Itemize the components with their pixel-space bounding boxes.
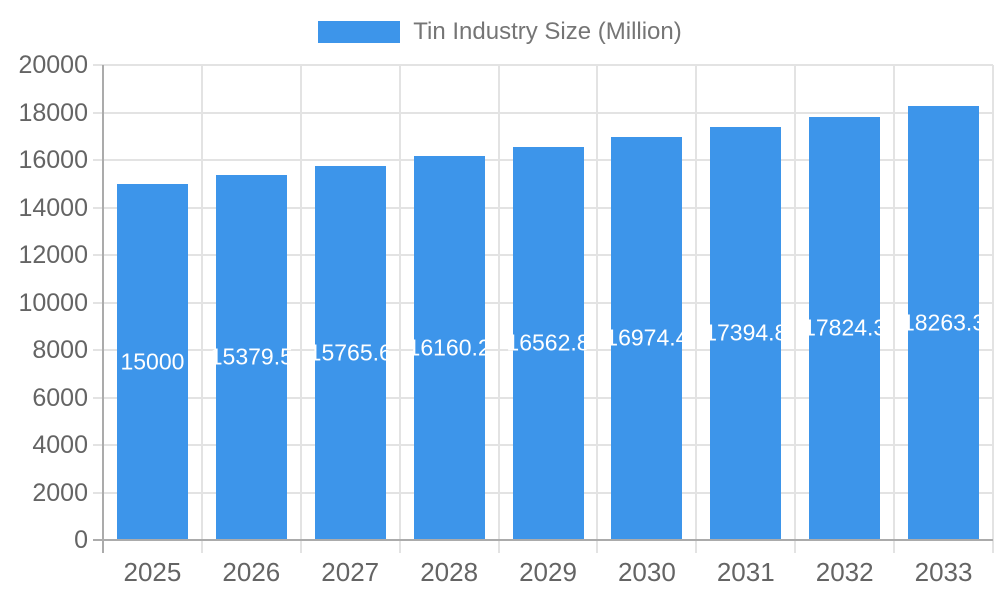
bar-value-label: 15379.5 [209, 343, 293, 370]
bar-2033: 18263.3 [902, 106, 985, 540]
bar-2026: 15379.5 [210, 174, 293, 540]
x-axis-category-label: 2032 [815, 557, 874, 587]
bar-value-label: 15000 [120, 348, 185, 375]
bar-2029: 16562.8 [506, 146, 590, 540]
bar-value-label: 17824.3 [803, 314, 887, 341]
x-axis-category-label: 2028 [420, 557, 479, 587]
gridline-vertical [794, 65, 797, 553]
x-axis-category-label: 2033 [914, 557, 973, 587]
legend-item-tin-industry-size[interactable]: Tin Industry Size (Million) [318, 18, 682, 46]
y-axis-tick-label: 20000 [18, 51, 88, 79]
gridline-horizontal [93, 64, 993, 66]
y-axis-tick-label: 0 [74, 526, 88, 554]
x-axis-category-label: 2030 [617, 557, 676, 587]
y-axis-tick-label: 10000 [18, 288, 88, 317]
bar-2031: 17394.8 [704, 126, 787, 540]
y-axis-tick-label: 12000 [18, 241, 88, 269]
gridline-vertical [200, 65, 203, 553]
bar-2027: 15765.6 [309, 165, 392, 540]
y-axis-tick-label: 2000 [32, 478, 88, 507]
legend-color-swatch [318, 21, 401, 43]
bar-2025: 15000 [116, 183, 188, 540]
bar-value-label: 16562.8 [506, 329, 590, 356]
bar-value-label: 16974.4 [605, 324, 689, 351]
gridline-horizontal [93, 111, 993, 114]
chart-legend: Tin Industry Size (Million) [0, 18, 1000, 46]
x-axis-baseline [93, 539, 993, 541]
x-axis-category-label: 2026 [222, 557, 281, 587]
gridline-vertical [497, 65, 500, 553]
bar-2032: 17824.3 [803, 116, 886, 540]
x-axis-category-label: 2025 [123, 557, 182, 587]
y-axis-tick-label: 16000 [18, 146, 88, 174]
bar-value-label: 16160.2 [407, 334, 491, 361]
y-axis-tick-label: 4000 [32, 431, 88, 459]
x-axis-category-label: 2029 [519, 557, 577, 587]
bar-value-label: 15765.6 [308, 339, 392, 366]
x-axis-category-label: 2031 [716, 557, 775, 587]
y-axis-tick-label: 14000 [18, 193, 88, 222]
bar-value-label: 18263.3 [901, 309, 986, 336]
bar-2030: 16974.4 [605, 136, 688, 540]
y-axis-tick-label: 8000 [32, 336, 88, 364]
gridline-vertical [992, 65, 994, 553]
x-axis-category-label: 2027 [321, 557, 380, 587]
y-axis-tick-label: 6000 [32, 383, 88, 412]
y-axis-tick-label: 18000 [18, 98, 88, 127]
bar-2028: 16160.2 [408, 156, 491, 540]
plot-area: 15000 15379.5 15765.6 16160.2 16562.8 16974.4… [93, 64, 994, 553]
gridline-vertical [695, 65, 698, 553]
gridline-vertical [398, 65, 401, 553]
gridline-vertical [299, 65, 302, 553]
gridline-vertical [893, 65, 896, 553]
bar-value-label: 17394.8 [704, 319, 788, 346]
legend-label: Tin Industry Size (Million) [413, 18, 682, 45]
gridline-vertical [596, 65, 599, 553]
y-axis-line [102, 65, 104, 553]
